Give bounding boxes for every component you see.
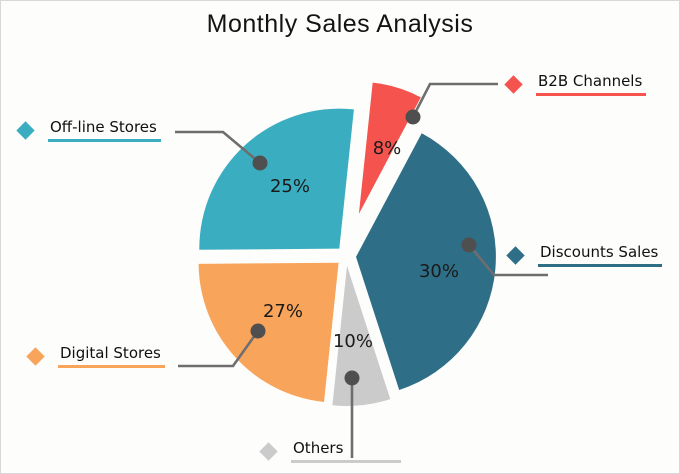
callout-line (178, 330, 260, 368)
percent-label: 10% (333, 331, 373, 352)
pie-slice-b2b-channels[interactable] (358, 82, 421, 214)
callout-dot (405, 109, 421, 125)
chart-title: Monthly Sales Analysis (206, 10, 474, 38)
diamond-marker-icon (506, 245, 525, 265)
legend-item-others[interactable]: Others (259, 438, 402, 464)
diamond-marker-icon (26, 346, 45, 366)
legend-item-digital-stores[interactable]: Digital Stores (26, 343, 165, 369)
legend-label: Off-line Stores (48, 118, 161, 142)
percent-label: 25% (270, 176, 310, 197)
callout-dot (250, 323, 266, 339)
diamond-marker-icon (16, 120, 35, 140)
legend-label: Others (291, 439, 402, 463)
callout-dot (344, 370, 360, 386)
pie-slice-others[interactable] (332, 265, 391, 406)
callout-dot (252, 155, 268, 171)
pie-slice-off-line-stores[interactable] (199, 108, 354, 250)
diamond-marker-icon (504, 74, 523, 94)
callout-line (175, 130, 261, 164)
percent-label: 8% (373, 138, 402, 159)
pie-slice-discounts-sales[interactable] (356, 133, 496, 391)
percent-label: 30% (419, 261, 459, 282)
legend-item-discounts-sales[interactable]: Discounts Sales (506, 242, 663, 268)
legend-label: B2B Channels (536, 72, 647, 96)
legend-label: Discounts Sales (538, 243, 663, 267)
callout-line (468, 244, 548, 277)
callout-dot (461, 237, 477, 253)
diamond-marker-icon (259, 441, 278, 461)
pie-slice-digital-stores[interactable] (198, 262, 339, 402)
legend-label: Digital Stores (58, 344, 165, 368)
percent-label: 27% (263, 301, 303, 322)
legend-item-b2b-channels[interactable]: B2B Channels (504, 71, 647, 97)
callout-line (411, 82, 498, 118)
legend-item-off-line-stores[interactable]: Off-line Stores (16, 117, 161, 143)
